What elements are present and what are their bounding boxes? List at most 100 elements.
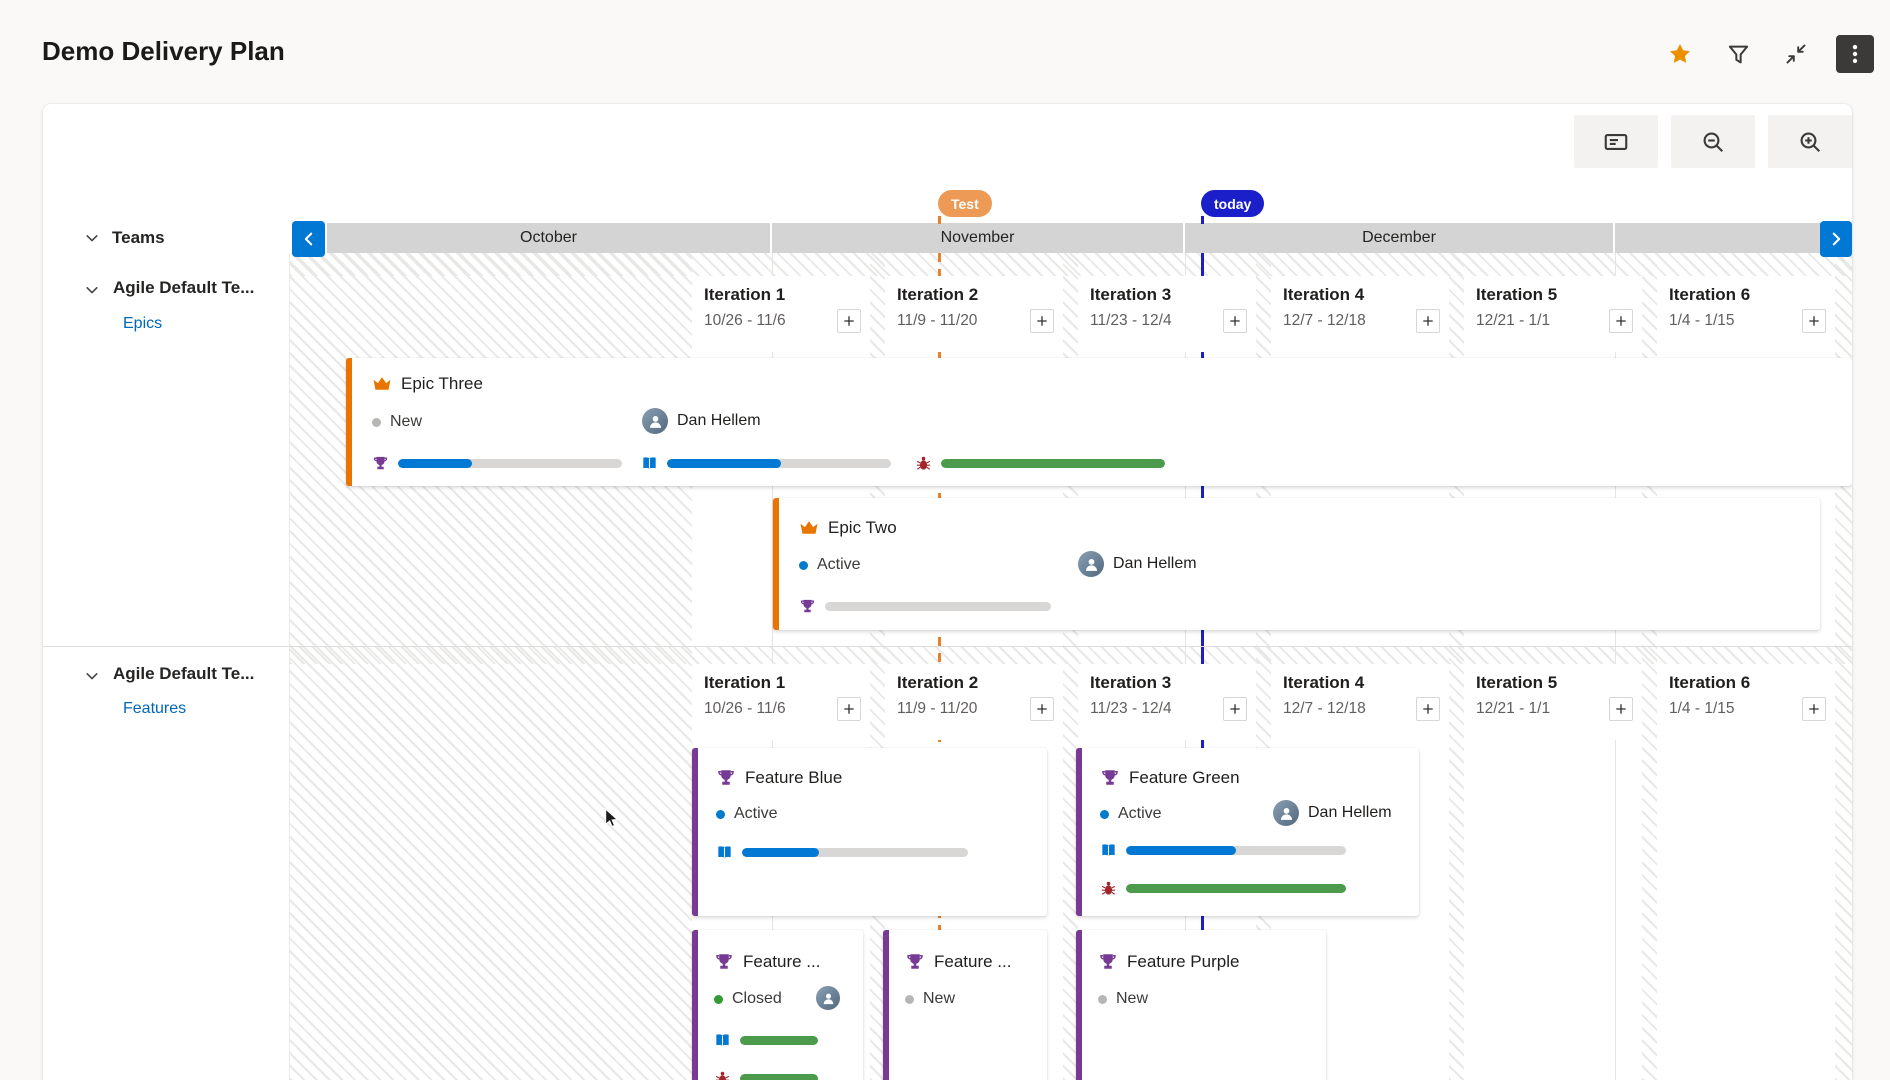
work-item-card-epic-three[interactable]: Epic Three New Dan Hellem: [346, 358, 1852, 486]
status-label: Active: [1118, 805, 1162, 822]
backlog-link-features[interactable]: Features: [123, 700, 187, 717]
person-icon: [647, 413, 664, 430]
progress-track: [941, 459, 1165, 468]
add-item-button[interactable]: [837, 309, 861, 333]
zoom-out-button[interactable]: [1671, 115, 1755, 168]
teams-chevron-down-icon[interactable]: [84, 230, 100, 246]
status-dot: [905, 994, 914, 1004]
work-item-card-epic-two[interactable]: Epic Two Active Dan Hellem: [773, 498, 1820, 630]
add-item-button[interactable]: [1223, 697, 1247, 721]
team-name: Agile Default Te...: [113, 664, 255, 683]
teams-sidebar: Agile Default Te... Epics Agile Default …: [43, 253, 290, 1080]
status-dot: [716, 809, 725, 819]
plus-icon: [1421, 314, 1435, 328]
status-label: New: [1116, 990, 1149, 1007]
plan-marker-test-stem: [938, 216, 941, 224]
add-item-button[interactable]: [1030, 697, 1054, 721]
book-icon: [714, 1032, 731, 1049]
progress-row: [915, 455, 1165, 472]
status-label: Active: [817, 556, 861, 573]
iteration-name: Iteration 1: [704, 285, 786, 304]
iteration-header[interactable]: Iteration 4 12/7 - 12/18: [1271, 664, 1449, 740]
work-item-card-feature-purple[interactable]: Feature Purple New: [1076, 930, 1326, 1080]
lane-top-band: [290, 646, 1852, 664]
person-icon: [1083, 556, 1100, 573]
trophy-icon: [905, 952, 925, 972]
status-label: Closed: [732, 990, 782, 1007]
iteration-name: Iteration 1: [704, 673, 786, 692]
add-item-button[interactable]: [1802, 309, 1826, 333]
add-item-button[interactable]: [837, 697, 861, 721]
work-item-card-feature-green[interactable]: Feature Green Active Dan Hellem: [1076, 748, 1419, 916]
card-title: Feature Green: [1129, 768, 1240, 787]
iteration-dates: 12/21 - 1/1: [1476, 312, 1551, 329]
add-item-button[interactable]: [1030, 309, 1054, 333]
status-dot: [372, 417, 381, 427]
page-title: Demo Delivery Plan: [42, 36, 285, 66]
collapse-button[interactable]: [1777, 35, 1815, 73]
iteration-header[interactable]: Iteration 1 10/26 - 11/6: [692, 276, 870, 352]
progress-track: [398, 459, 622, 468]
scroll-left-button[interactable]: [292, 221, 325, 257]
iteration-name: Iteration 6: [1669, 285, 1751, 304]
bug-icon: [1100, 880, 1117, 897]
iteration-name: Iteration 3: [1090, 673, 1172, 692]
iteration-header[interactable]: Iteration 3 11/23 - 12/4: [1078, 276, 1256, 352]
avatar: [1273, 800, 1299, 826]
iteration-dates: 1/4 - 1/15: [1669, 700, 1735, 717]
iteration-header[interactable]: Iteration 3 11/23 - 12/4: [1078, 664, 1256, 740]
iteration-dates: 12/21 - 1/1: [1476, 700, 1551, 717]
filter-button[interactable]: [1719, 35, 1757, 73]
status-dot: [1098, 994, 1107, 1004]
card-settings-button[interactable]: [1574, 115, 1658, 168]
month-header-october: October: [327, 223, 770, 253]
progress-row: [372, 455, 622, 472]
iteration-header[interactable]: Iteration 5 12/21 - 1/1: [1464, 276, 1642, 352]
scroll-right-button[interactable]: [1820, 221, 1852, 257]
add-item-button[interactable]: [1416, 309, 1440, 333]
work-item-card-feature-truncated-new[interactable]: Feature ... New: [883, 930, 1047, 1080]
plus-icon: [1807, 314, 1821, 328]
progress-row: [799, 598, 1051, 615]
plus-icon: [842, 702, 856, 716]
iteration-dates: 11/9 - 11/20: [897, 700, 978, 717]
add-item-button[interactable]: [1609, 309, 1633, 333]
card-title: Feature Purple: [1127, 952, 1240, 971]
iteration-name: Iteration 4: [1283, 673, 1365, 692]
status-label: New: [923, 990, 956, 1007]
iteration-header[interactable]: Iteration 4 12/7 - 12/18: [1271, 276, 1449, 352]
zoom-in-button[interactable]: [1768, 115, 1852, 168]
iteration-header[interactable]: Iteration 6 1/4 - 1/15: [1657, 276, 1835, 352]
iteration-header[interactable]: Iteration 6 1/4 - 1/15: [1657, 664, 1835, 740]
team-chevron-down-icon[interactable]: [84, 282, 100, 298]
iteration-dates: 11/23 - 12/4: [1090, 312, 1172, 329]
card-title: Feature ...: [934, 952, 1012, 971]
person-icon: [821, 991, 836, 1006]
progress-row: [1100, 842, 1346, 859]
more-options-button[interactable]: [1836, 35, 1874, 73]
month-header-december: December: [1185, 223, 1613, 253]
favorite-button[interactable]: [1661, 35, 1699, 73]
work-item-card-feature-blue[interactable]: Feature Blue Active: [692, 748, 1047, 916]
card-title: Epic Two: [828, 518, 897, 537]
iteration-header[interactable]: Iteration 2 11/9 - 11/20: [885, 664, 1063, 740]
progress-track: [667, 459, 891, 468]
add-item-button[interactable]: [1802, 697, 1826, 721]
add-item-button[interactable]: [1416, 697, 1440, 721]
trophy-icon: [716, 768, 736, 788]
progress-track: [1126, 846, 1346, 855]
iteration-header[interactable]: Iteration 2 11/9 - 11/20: [885, 276, 1063, 352]
plus-icon: [1614, 314, 1628, 328]
work-item-card-feature-truncated-closed[interactable]: Feature ... Closed: [692, 930, 863, 1080]
trophy-icon: [1100, 768, 1120, 788]
progress-track: [1126, 884, 1346, 893]
add-item-button[interactable]: [1223, 309, 1247, 333]
iteration-header[interactable]: Iteration 5 12/21 - 1/1: [1464, 664, 1642, 740]
add-item-button[interactable]: [1609, 697, 1633, 721]
plus-icon: [1614, 702, 1628, 716]
iteration-header[interactable]: Iteration 1 10/26 - 11/6: [692, 664, 870, 740]
progress-row: [716, 844, 968, 861]
team-chevron-down-icon[interactable]: [84, 668, 100, 684]
status-label: Active: [734, 805, 778, 822]
backlog-link-epics[interactable]: Epics: [123, 315, 163, 332]
